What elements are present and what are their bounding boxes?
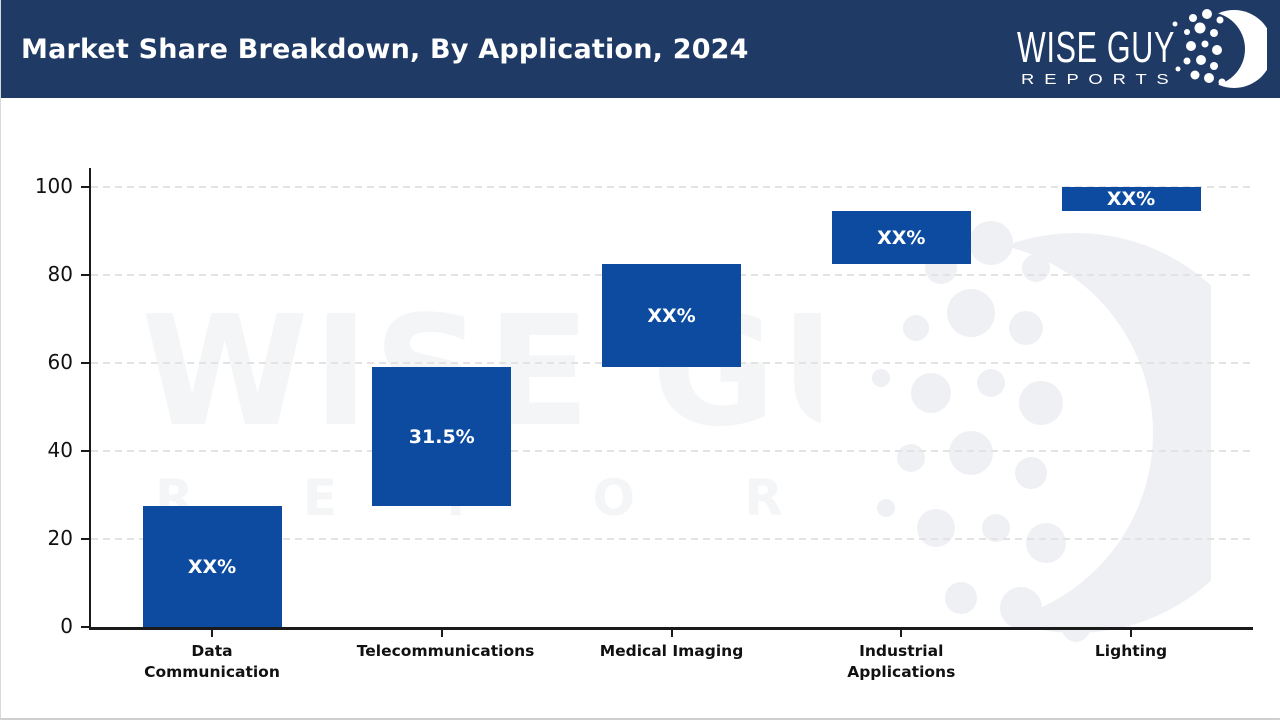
x-tick-mark bbox=[670, 630, 673, 637]
y-tick-mark bbox=[81, 274, 89, 276]
x-category-label: Telecommunications bbox=[356, 642, 535, 660]
gridline bbox=[91, 450, 1253, 452]
watermark-line2: R E P O R T S bbox=[155, 469, 1118, 528]
bar-value-label: XX% bbox=[877, 226, 926, 249]
bar-value-label: XX% bbox=[1106, 188, 1156, 211]
watermark-head-icon bbox=[821, 221, 1211, 642]
wiseguy-logo: WISE GUY R E P O R T S bbox=[1017, 9, 1267, 88]
x-axis-line bbox=[89, 627, 1253, 630]
x-tick-mark bbox=[1130, 630, 1132, 637]
y-axis-line bbox=[89, 168, 91, 629]
y-tick-mark bbox=[81, 538, 89, 540]
x-category-label: Lighting bbox=[1094, 642, 1168, 660]
waterfall-bar bbox=[831, 211, 971, 264]
waterfall-bar bbox=[142, 506, 282, 627]
chart-title: Market Share Breakdown, By Application, … bbox=[21, 33, 749, 65]
x-category-label: Data Communication bbox=[144, 642, 280, 681]
bar-value-label: XX% bbox=[187, 555, 237, 578]
x-tick-mark bbox=[900, 630, 903, 637]
bar-value-label: 31.5% bbox=[408, 425, 475, 448]
y-tick-mark bbox=[81, 186, 89, 188]
gridline bbox=[91, 186, 1253, 188]
y-tick-label: 20 bbox=[47, 526, 73, 550]
logo-line2: R E P O R T S bbox=[1021, 71, 1171, 88]
logo-dots-icon bbox=[1172, 9, 1226, 86]
waterfall-bar bbox=[1061, 187, 1201, 212]
chart-area: WISE GUY R E P O R T S 0 20 40 60 80 100 XX% 31… bbox=[1, 98, 1280, 718]
header-bar: Market Share Breakdown, By Application, … bbox=[1, 0, 1280, 98]
y-tick-label: 80 bbox=[47, 262, 73, 286]
gridline bbox=[91, 538, 1253, 540]
y-tick-label: 0 bbox=[60, 614, 73, 638]
x-tick-mark bbox=[211, 630, 213, 637]
waterfall-bar bbox=[372, 367, 512, 506]
bar-value-label: XX% bbox=[647, 304, 696, 327]
y-tick-label: 60 bbox=[47, 350, 73, 374]
y-tick-mark bbox=[81, 626, 89, 628]
x-category-label: Medical Imaging bbox=[599, 642, 744, 660]
x-category-label: Industrial Applications bbox=[847, 642, 956, 681]
x-tick-mark bbox=[440, 630, 443, 637]
y-tick-mark bbox=[81, 362, 89, 364]
y-tick-mark bbox=[81, 450, 89, 452]
logo-line1: WISE GUY bbox=[1017, 23, 1175, 72]
y-tick-label: 40 bbox=[47, 438, 73, 462]
waterfall-bar bbox=[602, 264, 741, 368]
y-tick-label: 100 bbox=[34, 174, 73, 198]
